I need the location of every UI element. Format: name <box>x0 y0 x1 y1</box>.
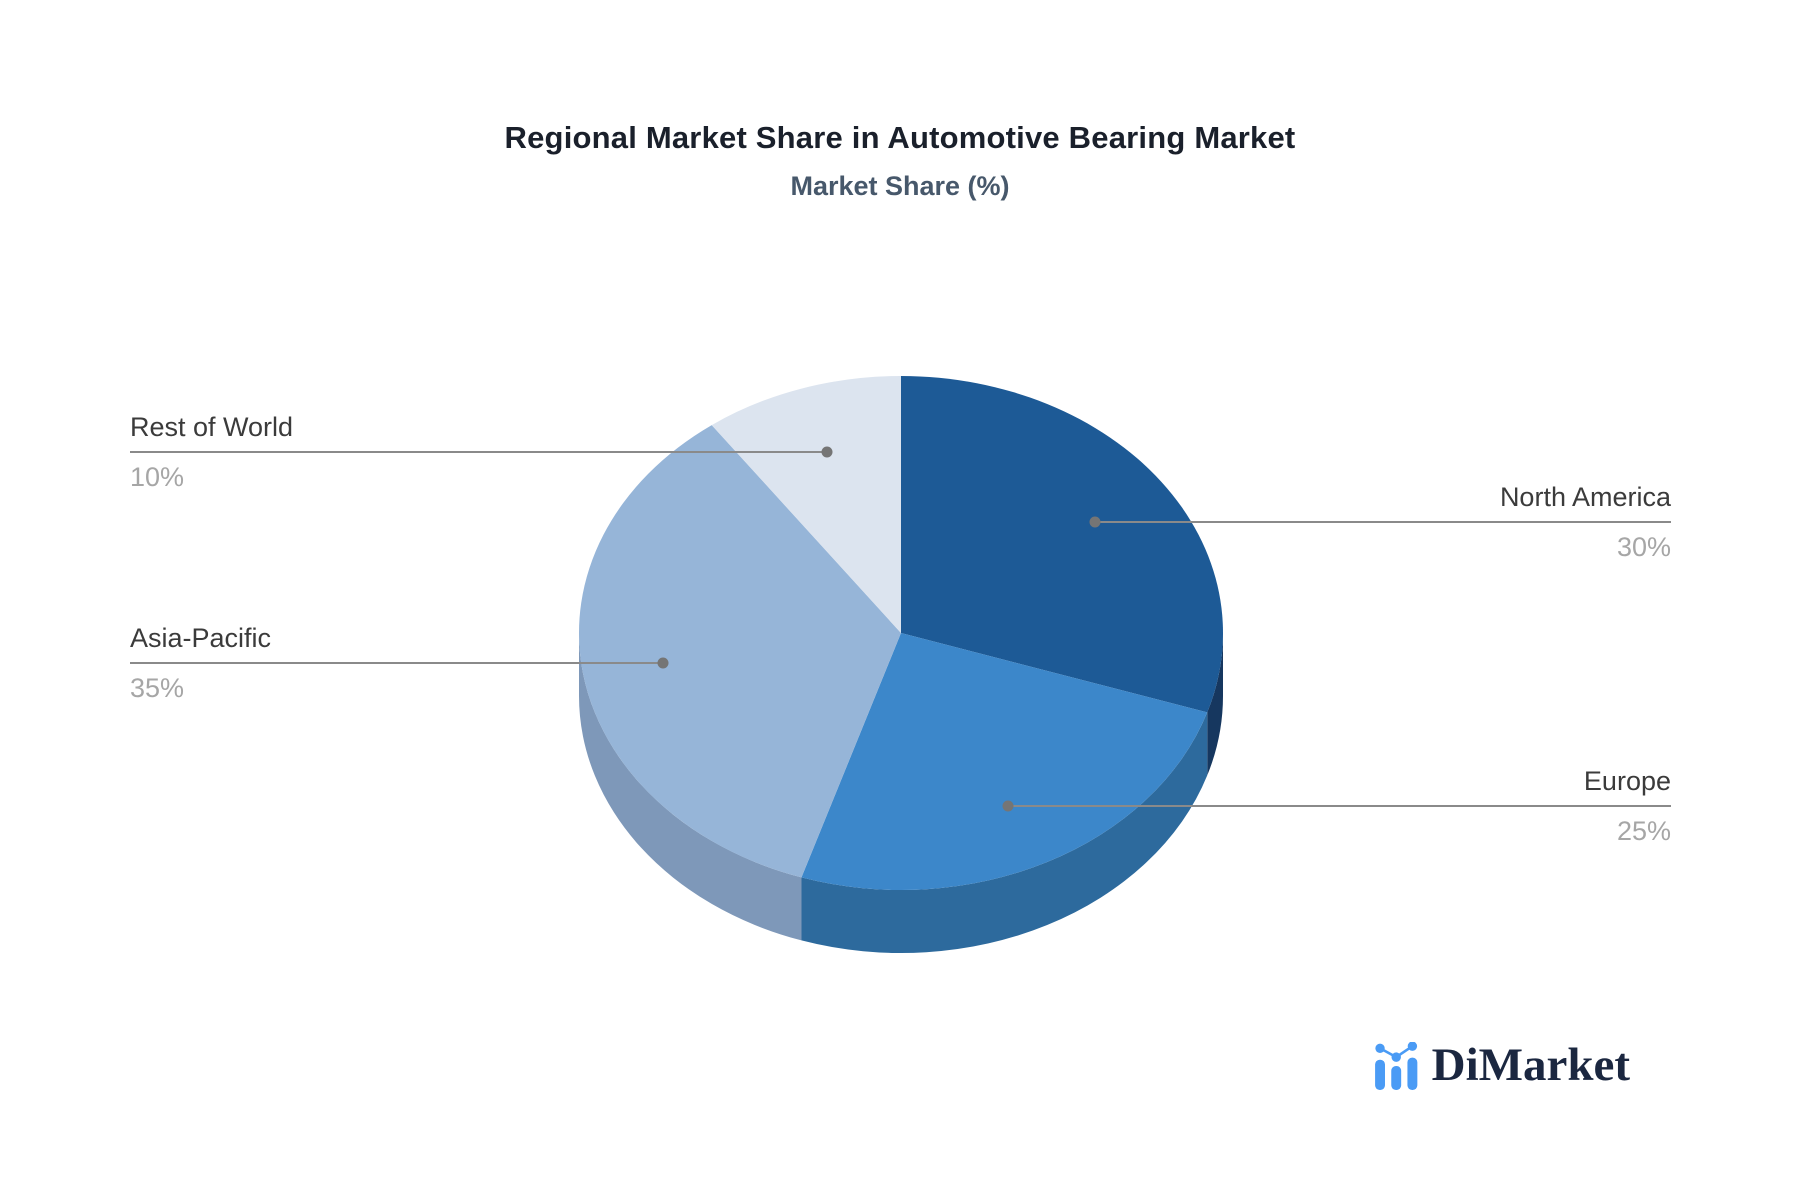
pie-slice-side <box>801 712 1208 953</box>
callout-rest-of-world: Rest of World 10% <box>130 411 293 492</box>
callout-value: 10% <box>130 462 185 492</box>
pie-3d-sides <box>579 633 1223 953</box>
callout-dot <box>657 657 669 669</box>
chart-header: Regional Market Share in Automotive Bear… <box>0 0 1800 202</box>
bar-line-chart-icon <box>1374 1042 1417 1090</box>
callout-label: Europe <box>1583 766 1671 796</box>
callout-value: 30% <box>1616 532 1671 562</box>
pie-slices <box>579 376 1223 891</box>
pie-slice-europe[interactable] <box>801 633 1208 891</box>
callout-north-america: North America 30% <box>1500 481 1671 562</box>
pie-slice-north-america[interactable] <box>901 376 1223 713</box>
callout-asia-pacific: Asia-Pacific 35% <box>130 622 271 703</box>
callout-dot <box>1002 800 1014 812</box>
callout-label: Rest of World <box>130 412 294 442</box>
callout-dot <box>821 446 833 458</box>
pie-slice-side <box>1207 633 1223 776</box>
callout-value: 35% <box>130 673 185 703</box>
pie-slice-asia-pacific[interactable] <box>579 425 901 878</box>
callout-dot <box>1089 516 1101 528</box>
chart-title: Regional Market Share in Automotive Bear… <box>504 120 1296 155</box>
chart-subtitle: Market Share (%) <box>790 171 1010 201</box>
brand-logo: DiMarket <box>1374 1038 1630 1091</box>
callout-label: Asia-Pacific <box>130 623 272 653</box>
callout-value: 25% <box>1616 816 1671 846</box>
pie-callout-lines <box>130 446 1671 812</box>
callout-label: North America <box>1499 482 1671 512</box>
pie-slice-side <box>579 633 802 941</box>
pie-slice-rest-of-world[interactable] <box>711 376 901 633</box>
brand-name: DiMarket <box>1431 1039 1630 1091</box>
callout-europe: Europe 25% <box>1584 765 1671 846</box>
